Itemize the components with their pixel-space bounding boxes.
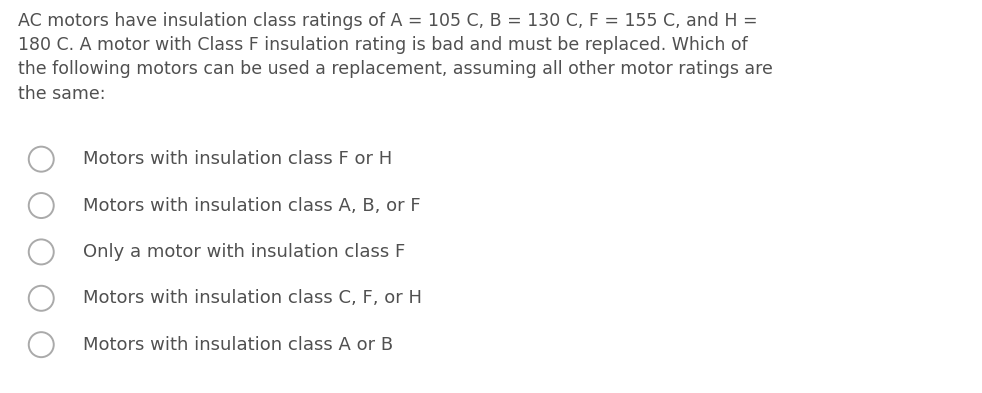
Text: Motors with insulation class F or H: Motors with insulation class F or H <box>83 150 393 168</box>
Text: Only a motor with insulation class F: Only a motor with insulation class F <box>83 243 406 261</box>
Text: Motors with insulation class C, F, or H: Motors with insulation class C, F, or H <box>83 289 422 307</box>
Text: Motors with insulation class A or B: Motors with insulation class A or B <box>83 336 394 354</box>
Text: Motors with insulation class A, B, or F: Motors with insulation class A, B, or F <box>83 196 421 215</box>
Text: AC motors have insulation class ratings of A = 105 C, B = 130 C, F = 155 C, and : AC motors have insulation class ratings … <box>18 12 773 103</box>
